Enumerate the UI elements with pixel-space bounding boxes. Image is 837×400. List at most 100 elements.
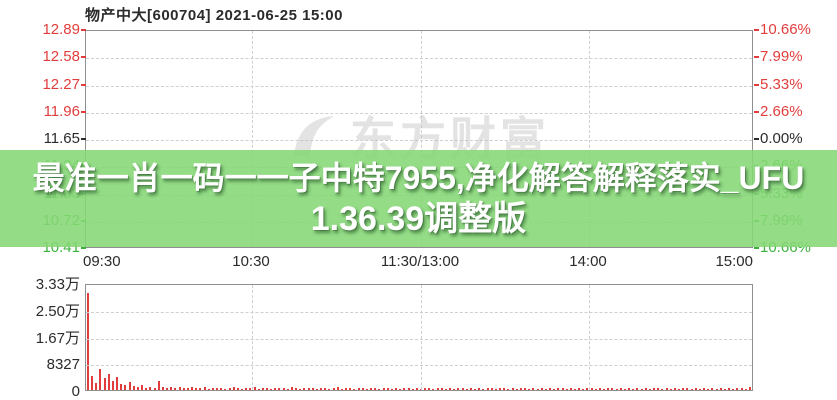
volume-bar (299, 389, 301, 390)
volume-bar (162, 387, 164, 390)
volume-bar (437, 388, 439, 390)
volume-bar (441, 388, 443, 390)
volume-bar (358, 388, 360, 390)
percent-axis-tick (754, 247, 759, 249)
volume-bar (607, 388, 609, 390)
volume-bar (383, 388, 385, 390)
volume-bar (399, 389, 401, 390)
volume-bar (507, 389, 509, 390)
percent-axis-tick (754, 110, 759, 113)
price-axis-tick (81, 110, 86, 113)
overlay-spam-banner: 最准一肖一码一一子中特7955,净化解答解释落实_UFU 1.36.39调整版 (0, 150, 837, 247)
volume-bar (678, 389, 680, 390)
chart-title: 物产中大[600704] 2021-06-25 15:00 (85, 7, 343, 24)
volume-bar (541, 388, 543, 390)
volume-bar (495, 389, 497, 390)
volume-bar (149, 387, 151, 390)
volume-bar (674, 388, 676, 390)
volume-bars (86, 285, 752, 390)
volume-bar (691, 389, 693, 390)
price-axis-label: 12.27 (42, 75, 80, 93)
volume-bar (432, 389, 434, 390)
volume-bar (387, 388, 389, 390)
volume-bar (91, 376, 93, 390)
volume-bar (699, 389, 701, 390)
volume-bar (745, 389, 747, 390)
volume-bar (632, 389, 634, 390)
volume-bar (141, 385, 143, 390)
volume-bar (457, 388, 459, 390)
volume-bar (174, 388, 176, 390)
volume-bar (686, 388, 688, 390)
volume-bar (233, 387, 235, 390)
banner-text-line2: 1.36.39调整版 (310, 199, 527, 238)
volume-bar (670, 389, 672, 390)
banner-text-line1: 最准一肖一码一一子中特7955,净化解答解释落实_UFU (32, 159, 805, 196)
volume-bar (316, 389, 318, 390)
volume-bar (453, 389, 455, 390)
volume-bar (116, 377, 118, 390)
time-axis-label: 10:30 (232, 253, 270, 270)
main-vgridline (252, 31, 253, 247)
volume-bar (557, 388, 559, 390)
volume-bar (258, 389, 260, 390)
percent-axis-label: 2.66% (760, 102, 803, 120)
time-axis-label: 14:00 (569, 253, 607, 270)
volume-bar (586, 388, 588, 390)
main-vgridline (421, 31, 422, 247)
volume-bar (224, 389, 226, 390)
volume-bar (641, 389, 643, 390)
volume-bar (649, 389, 651, 390)
volume-bar (303, 388, 305, 390)
volume-bar (545, 389, 547, 390)
volume-bar (562, 388, 564, 390)
volume-bar (349, 388, 351, 390)
time-axis-label: 15:00 (715, 253, 753, 270)
volume-hgridline (86, 365, 752, 367)
volume-bar (424, 388, 426, 390)
volume-bar (416, 388, 418, 390)
eastmoney-logo-icon (294, 116, 334, 156)
volume-bar (661, 389, 663, 390)
time-axis-label: 11:30/13:00 (380, 253, 460, 270)
price-axis-tick (81, 138, 86, 140)
volume-bar (736, 388, 738, 390)
volume-bar (274, 388, 276, 390)
volume-bar (112, 381, 114, 390)
volume-bar (133, 386, 135, 390)
volume-bar (195, 388, 197, 390)
volume-bar (341, 389, 343, 390)
main-hgridline (86, 112, 752, 114)
volume-bar (241, 389, 243, 390)
volume-bar (537, 389, 539, 390)
volume-bar (374, 388, 376, 390)
volume-axis-label: 0 (71, 383, 80, 400)
percent-axis-tick (754, 29, 759, 31)
volume-bar (370, 388, 372, 390)
volume-bar (703, 388, 705, 390)
volume-bar (470, 388, 472, 390)
volume-bar (482, 389, 484, 390)
volume-bar (337, 387, 339, 390)
volume-bar (99, 369, 101, 390)
volume-hgridline (86, 311, 752, 313)
volume-bar (566, 389, 568, 390)
volume-chart-panel (85, 284, 753, 391)
volume-bar (599, 388, 601, 390)
price-axis-label: 11.65 (43, 130, 80, 147)
volume-bar (462, 388, 464, 390)
volume-bar (320, 388, 322, 390)
volume-bar (158, 381, 160, 390)
volume-bar (491, 388, 493, 390)
percent-axis-label: 7.99% (760, 48, 803, 66)
volume-vgridline (589, 285, 590, 390)
volume-bar (574, 389, 576, 390)
volume-bar (333, 388, 335, 390)
price-axis-label: 12.89 (42, 21, 80, 38)
volume-bar (749, 387, 751, 390)
volume-bar (245, 388, 247, 390)
volume-bar (262, 388, 264, 390)
volume-bar (532, 388, 534, 390)
volume-bar (657, 388, 659, 390)
